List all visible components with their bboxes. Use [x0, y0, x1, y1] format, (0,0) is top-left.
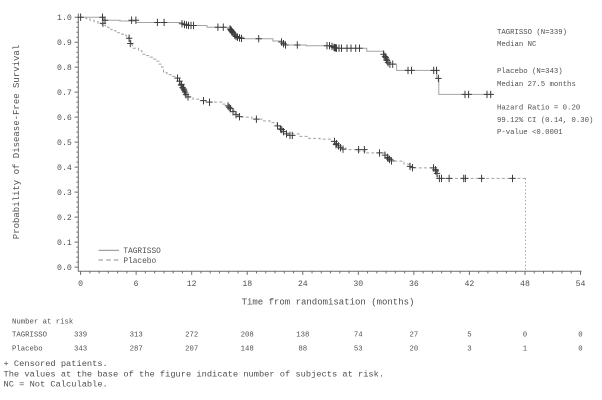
svg-text:12: 12	[187, 280, 197, 289]
svg-text:0.7: 0.7	[57, 89, 72, 98]
svg-text:54: 54	[576, 280, 586, 289]
svg-text:207: 207	[185, 346, 198, 354]
svg-text:36: 36	[409, 280, 419, 289]
svg-text:208: 208	[241, 332, 254, 340]
svg-text:0: 0	[578, 332, 582, 340]
svg-text:99.12% CI (0.14, 0.30): 99.12% CI (0.14, 0.30)	[497, 117, 593, 125]
svg-text:Number at risk: Number at risk	[12, 319, 74, 327]
svg-text:27: 27	[409, 332, 418, 340]
svg-text:0.6: 0.6	[57, 114, 72, 123]
svg-text:TAGRISSO: TAGRISSO	[12, 332, 48, 340]
svg-text:1: 1	[523, 346, 528, 354]
svg-text:TAGRISSO (N=339): TAGRISSO (N=339)	[497, 29, 567, 37]
svg-text:0.0: 0.0	[57, 264, 72, 273]
svg-text:287: 287	[130, 346, 143, 354]
svg-text:The values at the base of the: The values at the base of the figure ind…	[4, 370, 385, 380]
svg-text:+ Censored patients.: + Censored patients.	[4, 359, 108, 369]
svg-text:74: 74	[354, 332, 363, 340]
svg-text:0.3: 0.3	[57, 189, 72, 198]
svg-text:24: 24	[298, 280, 308, 289]
svg-text:0.5: 0.5	[57, 139, 72, 148]
svg-text:48: 48	[520, 280, 530, 289]
svg-text:Probability of Disease-Free Su: Probability of Disease-Free Survival	[12, 45, 22, 239]
svg-text:6: 6	[134, 280, 139, 289]
svg-text:P-value <0.0001: P-value <0.0001	[497, 129, 563, 137]
svg-text:Placebo (N=343): Placebo (N=343)	[497, 68, 563, 76]
svg-text:30: 30	[353, 280, 363, 289]
svg-text:1.0: 1.0	[57, 14, 72, 23]
svg-text:88: 88	[298, 346, 307, 354]
svg-text:148: 148	[241, 346, 254, 354]
svg-text:NC = Not Calculable.: NC = Not Calculable.	[4, 379, 108, 389]
svg-text:0.4: 0.4	[57, 164, 72, 173]
svg-text:Placebo: Placebo	[123, 258, 156, 266]
svg-text:42: 42	[464, 280, 474, 289]
svg-text:Median 27.5 months: Median 27.5 months	[497, 81, 576, 89]
svg-text:272: 272	[185, 332, 198, 340]
svg-text:0.8: 0.8	[57, 64, 72, 73]
svg-text:Placebo: Placebo	[12, 346, 43, 354]
svg-text:Hazard Ratio = 0.20: Hazard Ratio = 0.20	[497, 104, 580, 112]
svg-text:0.9: 0.9	[57, 39, 72, 48]
svg-text:0: 0	[578, 346, 582, 354]
svg-text:3: 3	[467, 346, 471, 354]
svg-text:313: 313	[130, 332, 143, 340]
svg-text:0: 0	[78, 280, 83, 289]
svg-text:138: 138	[296, 332, 309, 340]
svg-text:18: 18	[242, 280, 252, 289]
svg-text:Time from randomisation (month: Time from randomisation (months)	[242, 297, 415, 307]
svg-text:0.1: 0.1	[57, 239, 72, 248]
svg-text:20: 20	[409, 346, 418, 354]
svg-text:5: 5	[467, 332, 471, 340]
svg-text:0: 0	[523, 332, 527, 340]
svg-text:339: 339	[74, 332, 87, 340]
svg-text:0.2: 0.2	[57, 214, 72, 223]
svg-text:343: 343	[74, 346, 87, 354]
svg-text:53: 53	[354, 346, 363, 354]
svg-text:TAGRISSO: TAGRISSO	[123, 248, 161, 256]
svg-text:Median NC: Median NC	[497, 41, 537, 49]
